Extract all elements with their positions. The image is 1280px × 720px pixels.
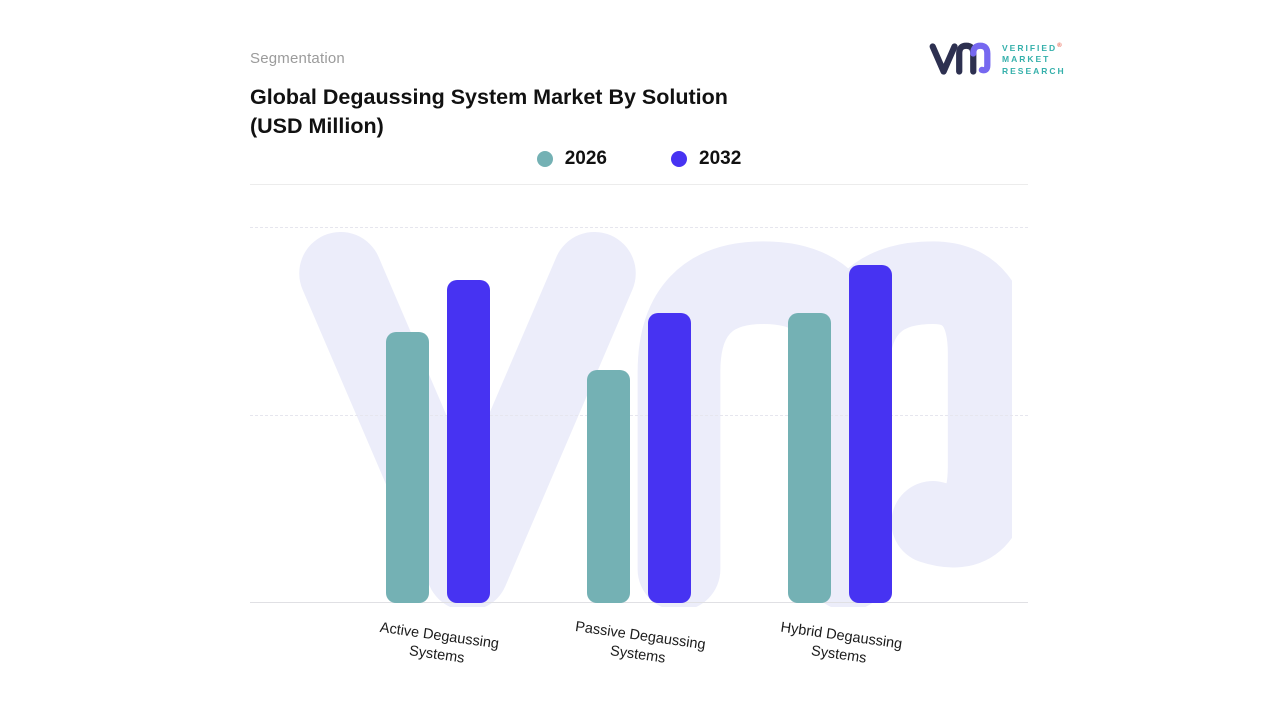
bar-group: Hybrid Degaussing Systems <box>780 227 903 667</box>
registered-mark: ® <box>1057 42 1062 49</box>
x-axis-baseline <box>250 602 1028 603</box>
gridline-top <box>250 227 1028 228</box>
bar-groups: Active Degaussing Systems Passive Degauss… <box>250 227 1028 667</box>
bar-2026-hybrid[interactable] <box>788 313 831 603</box>
bar-group: Active Degaussing Systems <box>379 227 500 667</box>
vmr-logo: VERIFIED® MARKET RESEARCH <box>928 36 1066 82</box>
logo-line-verified: VERIFIED® <box>1002 42 1062 53</box>
legend-label-2032: 2032 <box>699 148 742 169</box>
bar-2032-passive[interactable] <box>648 313 691 603</box>
chart-legend: 2026 2032 <box>250 148 1028 170</box>
category-label: Active Degaussing Systems <box>378 619 500 667</box>
chart-title: Global Degaussing System Market By Solut… <box>250 85 728 138</box>
bar-chart: Active Degaussing Systems Passive Degauss… <box>250 227 1028 667</box>
vmr-logo-text: VERIFIED® MARKET RESEARCH <box>1002 42 1066 76</box>
legend-item-2032[interactable]: 2032 <box>671 148 741 170</box>
category-label: Passive Degaussing Systems <box>574 619 707 667</box>
logo-line-market: MARKET <box>1002 54 1051 65</box>
category-label: Hybrid Degaussing Systems <box>779 619 904 667</box>
gridline-middle <box>250 415 1028 416</box>
header-divider <box>250 184 1028 185</box>
legend-dot-2026-icon <box>536 151 553 167</box>
legend-item-2026[interactable]: 2026 <box>536 148 607 170</box>
bar-2026-active[interactable] <box>386 332 429 603</box>
bar-pair <box>386 227 490 603</box>
bar-2032-active[interactable] <box>447 279 490 603</box>
segmentation-label: Segmentation <box>250 50 345 67</box>
bar-group: Passive Degaussing Systems <box>574 227 707 667</box>
bar-pair <box>587 227 691 603</box>
legend-dot-2032-icon <box>671 151 687 167</box>
vmr-monogram-icon <box>929 42 991 75</box>
bar-pair <box>788 227 892 603</box>
logo-line-research: RESEARCH <box>1002 65 1066 76</box>
legend-label-2026: 2026 <box>564 148 607 169</box>
bar-2032-hybrid[interactable] <box>849 264 892 603</box>
bar-2026-passive[interactable] <box>587 369 630 603</box>
